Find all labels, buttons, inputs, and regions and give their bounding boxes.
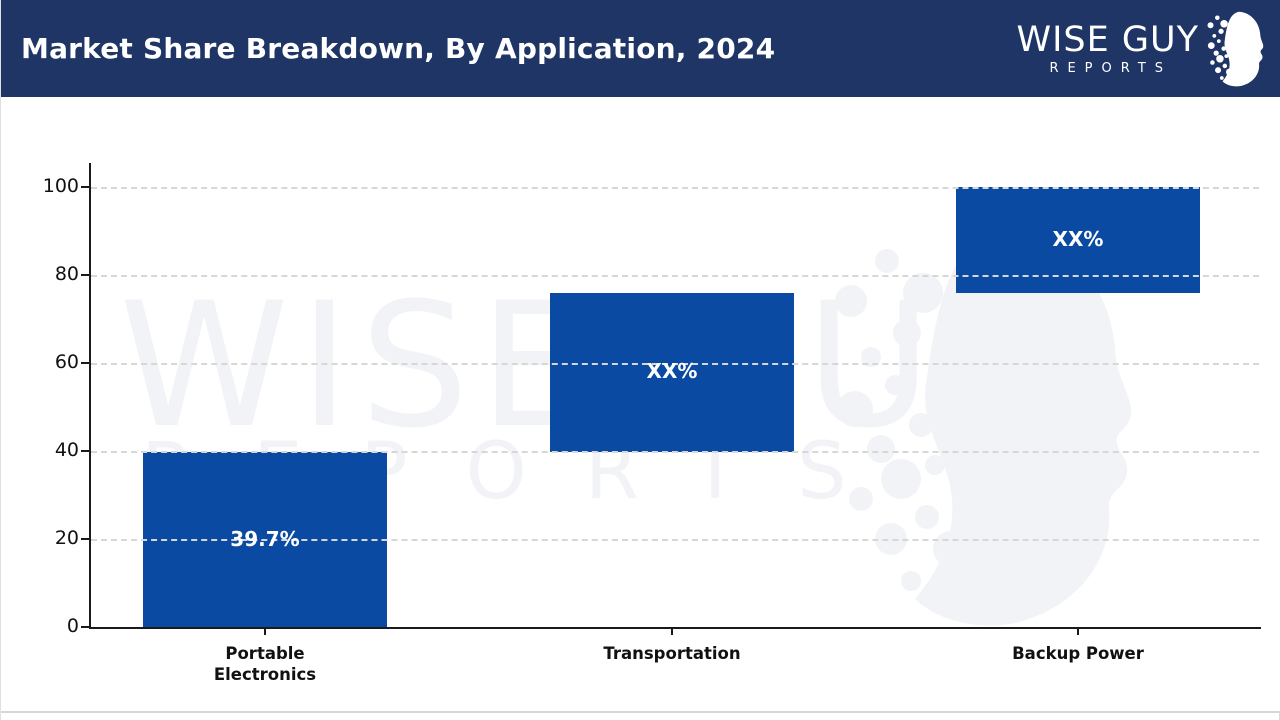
- y-tick-label: 20: [54, 527, 79, 549]
- y-tick-mark: [81, 450, 89, 452]
- bar-value-label: XX%: [1052, 226, 1104, 251]
- logo-text: WISE GUY REPORTS: [1016, 22, 1199, 76]
- header-banner: Market Share Breakdown, By Application, …: [1, 0, 1280, 97]
- page-title: Market Share Breakdown, By Application, …: [21, 32, 776, 65]
- x-category-label: Backup Power: [1012, 644, 1144, 663]
- y-tick-label: 100: [42, 175, 79, 197]
- x-axis-spine: [89, 627, 1261, 629]
- y-tick-label: 40: [54, 439, 79, 461]
- gridline: [91, 363, 1259, 365]
- y-tick-mark: [81, 538, 89, 540]
- gridline: [91, 187, 1259, 189]
- x-tick-mark: [671, 629, 673, 635]
- x-tick-mark: [264, 629, 266, 635]
- bar-value-label: XX%: [646, 359, 698, 384]
- y-axis-spine: [89, 163, 91, 629]
- bar-value-label: 39.7%: [230, 526, 300, 551]
- y-tick-label: 0: [66, 615, 79, 637]
- gridline: [91, 539, 1259, 541]
- logo-wordmark: WISE GUY: [1016, 20, 1199, 61]
- bar-transportation: [550, 292, 794, 453]
- y-tick-mark: [81, 186, 89, 188]
- y-tick-mark: [81, 274, 89, 276]
- y-tick-mark: [81, 362, 89, 364]
- x-category-label: Portable Electronics: [213, 644, 317, 685]
- y-tick-mark: [81, 626, 89, 628]
- wise-guy-reports-logo: WISE GUY REPORTS: [1016, 6, 1267, 92]
- logo-subtitle: REPORTS: [1049, 60, 1173, 76]
- x-category-label: Transportation: [603, 644, 741, 663]
- dotted-face-icon: [1207, 11, 1264, 87]
- y-tick-label: 80: [54, 263, 79, 285]
- chart-plot-area: WISE GUY REPORTS 39.7% XX% XX% 0 20 40 60 80 10…: [1, 97, 1280, 713]
- y-tick-label: 60: [54, 351, 79, 373]
- gridline: [91, 451, 1259, 453]
- gridline: [91, 275, 1259, 277]
- x-tick-mark: [1077, 629, 1079, 635]
